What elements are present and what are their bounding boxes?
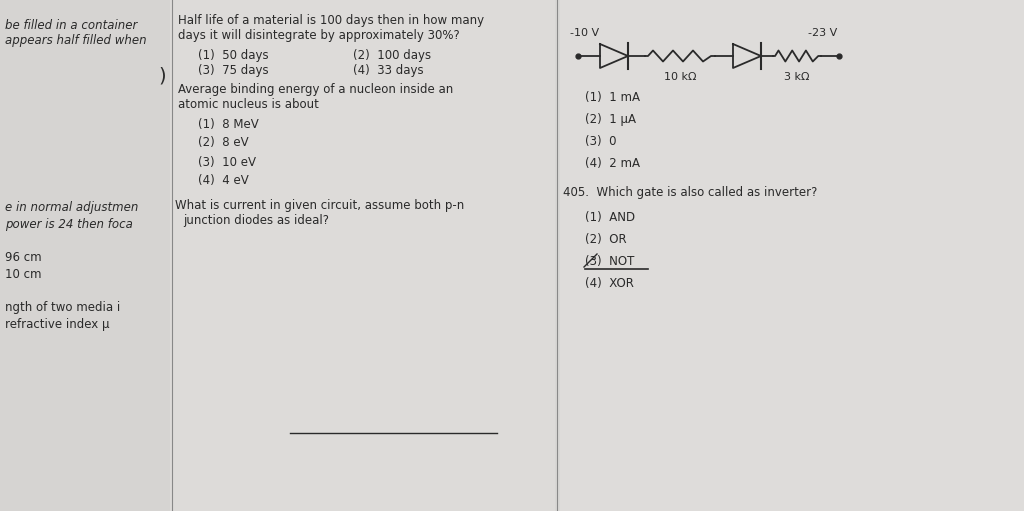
Text: (1)  50 days: (1) 50 days xyxy=(198,49,268,62)
Text: (4)  2 mA: (4) 2 mA xyxy=(585,157,640,170)
Text: e in normal adjustmen: e in normal adjustmen xyxy=(5,201,138,214)
Text: ngth of two media i: ngth of two media i xyxy=(5,301,120,314)
Text: (3)  10 eV: (3) 10 eV xyxy=(198,156,256,169)
Text: (3)  NOT: (3) NOT xyxy=(585,255,635,268)
Text: -10 V: -10 V xyxy=(570,28,599,38)
Text: refractive index μ: refractive index μ xyxy=(5,318,110,331)
Text: atomic nucleus is about: atomic nucleus is about xyxy=(178,98,318,111)
Text: What is current in given circuit, assume both p-n: What is current in given circuit, assume… xyxy=(175,199,464,212)
Text: (2)  OR: (2) OR xyxy=(585,233,627,246)
Text: (2)  100 days: (2) 100 days xyxy=(353,49,431,62)
Text: be filled in a container: be filled in a container xyxy=(5,19,137,32)
Text: 3 kΩ: 3 kΩ xyxy=(784,72,810,82)
Text: (2)  8 eV: (2) 8 eV xyxy=(198,136,249,149)
Text: (1)  8 MeV: (1) 8 MeV xyxy=(198,118,259,131)
Text: Average binding energy of a nucleon inside an: Average binding energy of a nucleon insi… xyxy=(178,83,454,96)
Text: (3)  75 days: (3) 75 days xyxy=(198,64,268,77)
Text: days it will disintegrate by approximately 30%?: days it will disintegrate by approximate… xyxy=(178,29,460,42)
Text: junction diodes as ideal?: junction diodes as ideal? xyxy=(183,214,329,227)
Text: Half life of a material is 100 days then in how many: Half life of a material is 100 days then… xyxy=(178,14,484,27)
Text: -23 V: -23 V xyxy=(808,28,837,38)
Text: 405.  Which gate is also called as inverter?: 405. Which gate is also called as invert… xyxy=(563,186,817,199)
Bar xyxy=(170,0,555,511)
Text: (2)  1 μA: (2) 1 μA xyxy=(585,113,636,126)
Text: (3)  0: (3) 0 xyxy=(585,135,616,148)
Text: appears half filled when: appears half filled when xyxy=(5,34,146,47)
Bar xyxy=(560,0,1024,511)
Text: (1)  1 mA: (1) 1 mA xyxy=(585,91,640,104)
Text: (4)  4 eV: (4) 4 eV xyxy=(198,174,249,187)
Bar xyxy=(555,0,1024,511)
Text: 96 cm: 96 cm xyxy=(5,251,42,264)
Bar xyxy=(0,0,555,511)
Text: ): ) xyxy=(158,66,166,85)
Text: 10 kΩ: 10 kΩ xyxy=(664,72,696,82)
Text: (1)  AND: (1) AND xyxy=(585,211,635,224)
Text: (4)  XOR: (4) XOR xyxy=(585,277,634,290)
Text: 10 cm: 10 cm xyxy=(5,268,42,281)
Text: (4)  33 days: (4) 33 days xyxy=(353,64,424,77)
Text: power is 24 then foca: power is 24 then foca xyxy=(5,218,133,231)
